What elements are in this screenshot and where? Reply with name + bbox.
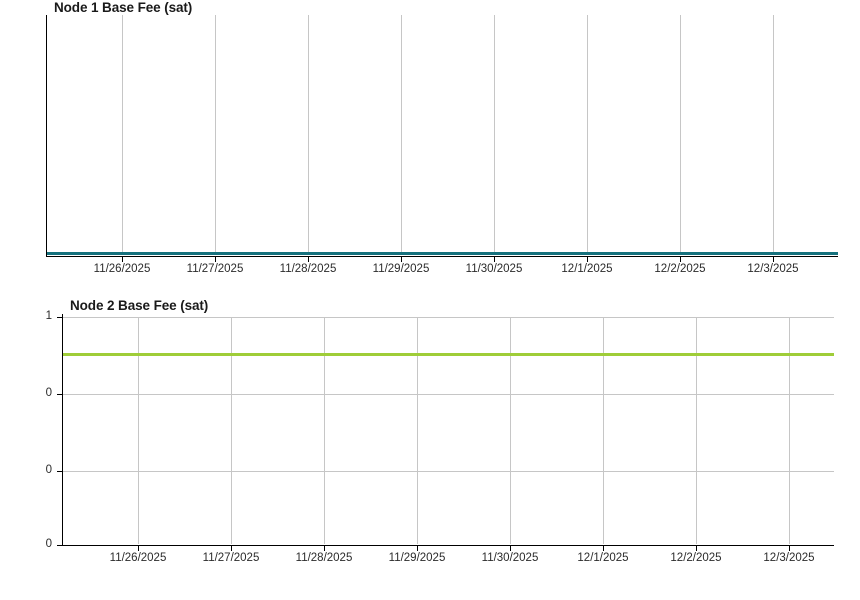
chart-1-gridline-vertical <box>680 15 681 255</box>
chart-1-x-tick-label: 12/3/2025 <box>747 263 799 275</box>
chart-1-gridline-vertical <box>308 15 309 255</box>
chart-2-y-tick-label: 0 <box>45 464 52 476</box>
chart-2-x-axis-line <box>62 545 834 546</box>
chart-2-x-tick-label: 12/2/2025 <box>670 552 722 564</box>
chart-1-x-tick-mark <box>494 257 495 262</box>
chart-1-gridline-vertical <box>494 15 495 255</box>
chart-2-x-tick-label: 11/29/2025 <box>388 552 446 564</box>
chart-1-x-axis-line <box>46 256 838 257</box>
chart-1-x-tick-mark <box>122 257 123 262</box>
chart-1-x-tick-mark <box>401 257 402 262</box>
chart-2-y-tick-mark <box>57 394 62 395</box>
chart-2-x-tick-mark <box>417 546 418 551</box>
chart-2-gridline-vertical <box>138 317 139 544</box>
chart-2-series-line <box>62 353 834 356</box>
chart-2-x-tick-mark <box>510 546 511 551</box>
chart-2-x-tick-label: 12/1/2025 <box>577 552 629 564</box>
chart-2-x-tick-label: 11/28/2025 <box>295 552 353 564</box>
chart-2-plot-area <box>62 317 834 544</box>
chart-1-plot-area <box>46 15 838 255</box>
chart-1-title: Node 1 Base Fee (sat) <box>54 0 193 15</box>
chart-2-y-tick-label: 0 <box>45 538 52 550</box>
chart-2-title: Node 2 Base Fee (sat) <box>70 298 209 313</box>
chart-2-y-tick-label: 0 <box>45 387 52 399</box>
chart-2-gridline-vertical <box>231 317 232 544</box>
chart-1-gridline-vertical <box>215 15 216 255</box>
chart-2-y-tick-label: 1 <box>45 310 52 322</box>
chart-2-x-tick-mark <box>324 546 325 551</box>
chart-1-x-tick-mark <box>215 257 216 262</box>
chart-2-x-tick-mark <box>603 546 604 551</box>
chart-2-y-tick-mark <box>57 317 62 318</box>
chart-panel-node-2: Node 2 Base Fee (sat) 1 0 0 0 <box>0 296 860 596</box>
chart-2-x-tick-label: 11/27/2025 <box>202 552 260 564</box>
chart-1-gridline-vertical <box>587 15 588 255</box>
chart-2-x-tick-label: 11/26/2025 <box>109 552 167 564</box>
chart-2-gridline-horizontal <box>62 317 834 318</box>
chart-2-gridline-vertical <box>417 317 418 544</box>
chart-1-x-tick-mark <box>587 257 588 262</box>
chart-1-x-tick-label: 11/27/2025 <box>186 263 244 275</box>
chart-2-gridline-horizontal <box>62 394 834 395</box>
chart-1-x-tick-label: 11/28/2025 <box>279 263 337 275</box>
chart-1-x-tick-label: 11/30/2025 <box>465 263 523 275</box>
chart-1-y-axis-line <box>46 15 47 256</box>
chart-1-series-line <box>46 252 838 255</box>
chart-2-x-tick-mark <box>231 546 232 551</box>
chart-2-gridline-vertical <box>324 317 325 544</box>
chart-2-gridline-vertical <box>789 317 790 544</box>
chart-1-gridline-vertical <box>122 15 123 255</box>
chart-2-gridline-horizontal <box>62 471 834 472</box>
chart-1-x-tick-label: 11/29/2025 <box>372 263 430 275</box>
chart-2-x-tick-label: 11/30/2025 <box>481 552 539 564</box>
chart-1-x-tick-label: 11/26/2025 <box>93 263 151 275</box>
chart-2-y-tick-mark <box>57 545 62 546</box>
chart-2-x-tick-mark <box>789 546 790 551</box>
chart-2-gridline-vertical <box>696 317 697 544</box>
chart-1-gridline-vertical <box>401 15 402 255</box>
chart-2-x-tick-mark <box>696 546 697 551</box>
chart-1-x-tick-label: 12/2/2025 <box>654 263 706 275</box>
chart-1-x-tick-mark <box>680 257 681 262</box>
chart-2-x-tick-label: 12/3/2025 <box>763 552 815 564</box>
chart-1-x-tick-mark <box>308 257 309 262</box>
chart-2-y-tick-mark <box>57 471 62 472</box>
chart-panel-node-1: Node 1 Base Fee (sat) 11/26/2025 11/27/2… <box>0 0 860 290</box>
chart-1-x-tick-mark <box>773 257 774 262</box>
chart-2-gridline-vertical <box>603 317 604 544</box>
chart-1-gridline-vertical <box>773 15 774 255</box>
chart-1-x-tick-label: 12/1/2025 <box>561 263 613 275</box>
chart-2-x-tick-mark <box>138 546 139 551</box>
chart-2-gridline-vertical <box>510 317 511 544</box>
chart-2-y-axis-line <box>62 314 63 545</box>
